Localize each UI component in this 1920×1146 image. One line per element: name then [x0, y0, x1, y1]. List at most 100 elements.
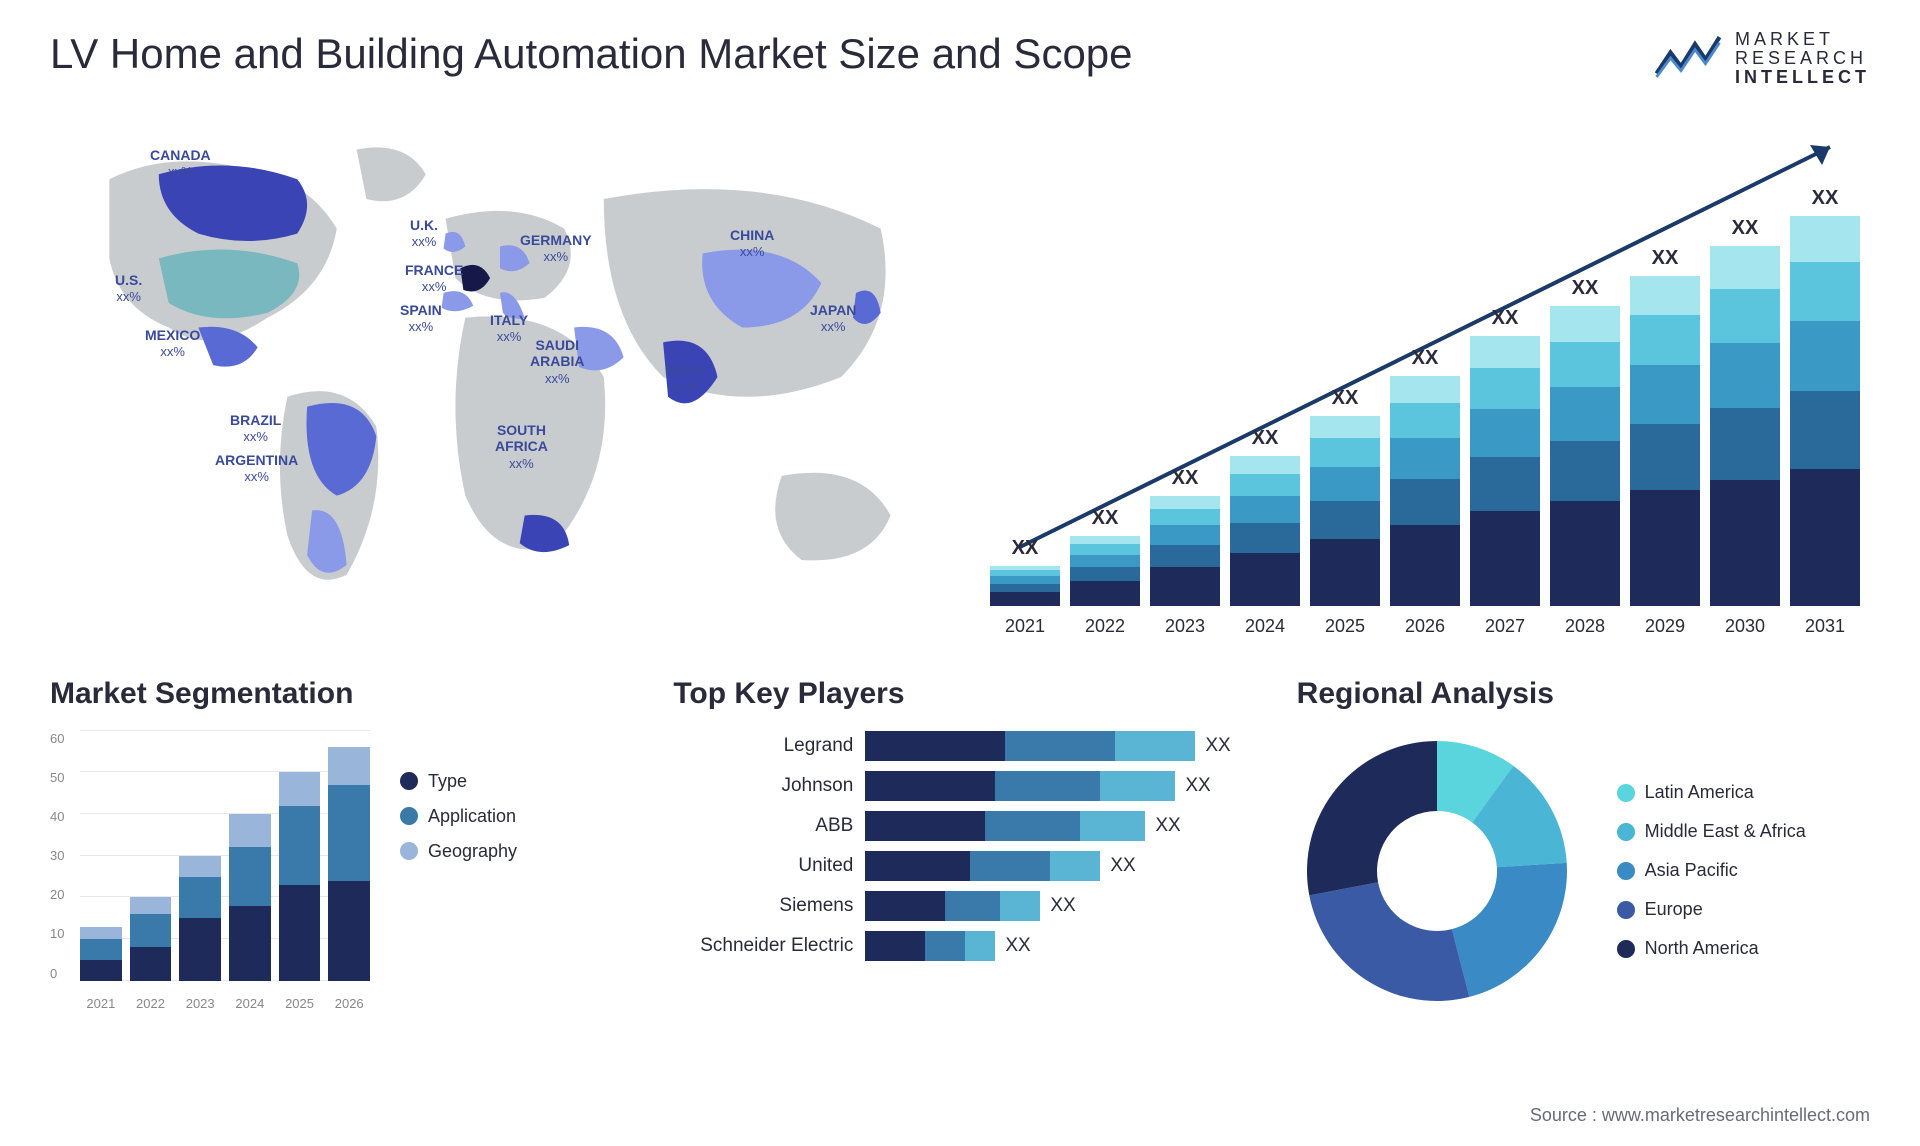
forecast-bar-label: XX: [1172, 467, 1199, 490]
player-row: LegrandXX: [673, 731, 1246, 761]
regional-panel: Regional Analysis Latin AmericaMiddle Ea…: [1297, 677, 1870, 1011]
map-label: INDIAxx%: [665, 362, 703, 396]
seg-bar: [130, 897, 172, 980]
forecast-bar: XX 2027: [1470, 307, 1540, 637]
legend-label: Latin America: [1645, 782, 1754, 803]
player-bar: [865, 731, 1195, 761]
map-label: FRANCExx%: [405, 262, 463, 296]
source-attribution: Source : www.marketresearchintellect.com: [1530, 1105, 1870, 1126]
player-bar: [865, 931, 995, 961]
map-label: CANADAxx%: [150, 147, 211, 181]
legend-dot-icon: [1617, 901, 1635, 919]
segmentation-title: Market Segmentation: [50, 677, 623, 711]
forecast-bar-chart: XX2021XX2022XX2023XX2024XX2025XX2026XX20…: [980, 157, 1870, 637]
player-name: United: [673, 855, 853, 877]
forecast-bar-label: XX: [1092, 507, 1119, 530]
forecast-year-label: 2021: [1005, 616, 1045, 637]
legend-label: Type: [428, 771, 467, 792]
forecast-bar-label: XX: [1572, 277, 1599, 300]
forecast-bar-label: XX: [1652, 247, 1679, 270]
player-bar: [865, 891, 1040, 921]
forecast-year-label: 2031: [1805, 616, 1845, 637]
legend-item: Latin America: [1617, 782, 1806, 803]
logo-text-3: INTELLECT: [1735, 68, 1870, 87]
map-label: CHINAxx%: [730, 227, 774, 261]
seg-x-label: 2026: [328, 996, 370, 1011]
seg-y-tick: 30: [50, 848, 80, 863]
segmentation-panel: Market Segmentation 0 10 20 30 40 50 60 2021 20…: [50, 677, 623, 1011]
player-name: Siemens: [673, 895, 853, 917]
seg-bar: [80, 927, 122, 981]
player-row: ABBXX: [673, 811, 1246, 841]
forecast-year-label: 2028: [1565, 616, 1605, 637]
player-row: Johnson XX: [673, 771, 1246, 801]
player-bar: [865, 811, 1145, 841]
forecast-bar-label: XX: [1412, 347, 1439, 370]
forecast-year-label: 2030: [1725, 616, 1765, 637]
forecast-year-label: 2027: [1485, 616, 1525, 637]
legend-item: Type: [400, 771, 517, 792]
player-value: XX: [1050, 895, 1075, 917]
forecast-bar-label: XX: [1252, 427, 1279, 450]
forecast-bar-label: XX: [1492, 307, 1519, 330]
forecast-bar: XX2025: [1310, 387, 1380, 637]
seg-y-tick: 50: [50, 770, 80, 785]
legend-dot-icon: [1617, 784, 1635, 802]
legend-label: Europe: [1645, 899, 1703, 920]
logo-text-1: MARKET: [1735, 30, 1870, 49]
regional-legend: Latin America Middle East & Africa Asia Pa…: [1617, 782, 1806, 959]
brand-logo: MARKET RESEARCH INTELLECT: [1653, 30, 1870, 87]
legend-dot-icon: [1617, 823, 1635, 841]
logo-icon: [1653, 31, 1723, 86]
players-title: Top Key Players: [673, 677, 1246, 711]
donut-slice: [1452, 863, 1567, 997]
map-label: SOUTHAFRICAxx%: [495, 422, 548, 472]
legend-item: Geography: [400, 841, 517, 862]
regional-donut-chart: [1297, 731, 1577, 1011]
forecast-bar: XX2021: [990, 537, 1060, 637]
player-value: XX: [1155, 815, 1180, 837]
legend-label: Asia Pacific: [1645, 860, 1738, 881]
map-label: GERMANYxx%: [520, 232, 592, 266]
seg-y-tick: 20: [50, 887, 80, 902]
forecast-bar: XX 2022: [1070, 507, 1140, 637]
seg-y-tick: 60: [50, 731, 80, 746]
seg-x-label: 2025: [279, 996, 321, 1011]
legend-label: North America: [1645, 938, 1759, 959]
forecast-bar-label: XX: [1732, 217, 1759, 240]
seg-y-tick: 10: [50, 926, 80, 941]
segmentation-legend: Type Application Geography: [400, 731, 517, 1011]
player-value: XX: [1110, 855, 1135, 877]
player-row: Schneider ElectricXX: [673, 931, 1246, 961]
legend-item: Application: [400, 806, 517, 827]
player-bar: [865, 851, 1100, 881]
forecast-bar-label: XX: [1332, 387, 1359, 410]
forecast-year-label: 2022: [1085, 616, 1125, 637]
forecast-chart-panel: XX2021XX2022XX2023XX2024XX2025XX2026XX20…: [980, 117, 1870, 637]
forecast-year-label: 2024: [1245, 616, 1285, 637]
forecast-bar: XX2031: [1790, 187, 1860, 637]
seg-x-label: 2024: [229, 996, 271, 1011]
player-value: XX: [1185, 775, 1210, 797]
forecast-bar: XX 2028: [1550, 277, 1620, 637]
player-row: Siemens XX: [673, 891, 1246, 921]
donut-slice: [1309, 882, 1469, 1001]
logo-text-2: RESEARCH: [1735, 49, 1870, 68]
seg-bar: [279, 772, 321, 980]
player-name: Legrand: [673, 735, 853, 757]
seg-y-tick: 0: [50, 966, 80, 981]
legend-label: Geography: [428, 841, 517, 862]
legend-dot-icon: [1617, 940, 1635, 958]
player-name: Johnson: [673, 775, 853, 797]
players-chart: LegrandXXJohnsonXXABBXXUnitedXXSiemensXX…: [673, 731, 1246, 961]
map-label: JAPANxx%: [810, 302, 856, 336]
forecast-bar: XX2026: [1390, 347, 1460, 637]
legend-dot-icon: [400, 807, 418, 825]
player-value: XX: [1005, 935, 1030, 957]
player-bar: [865, 771, 1175, 801]
legend-item: North America: [1617, 938, 1806, 959]
seg-y-tick: 40: [50, 809, 80, 824]
seg-x-label: 2021: [80, 996, 122, 1011]
legend-item: Middle East & Africa: [1617, 821, 1806, 842]
forecast-bar: XX 2024: [1230, 427, 1300, 637]
